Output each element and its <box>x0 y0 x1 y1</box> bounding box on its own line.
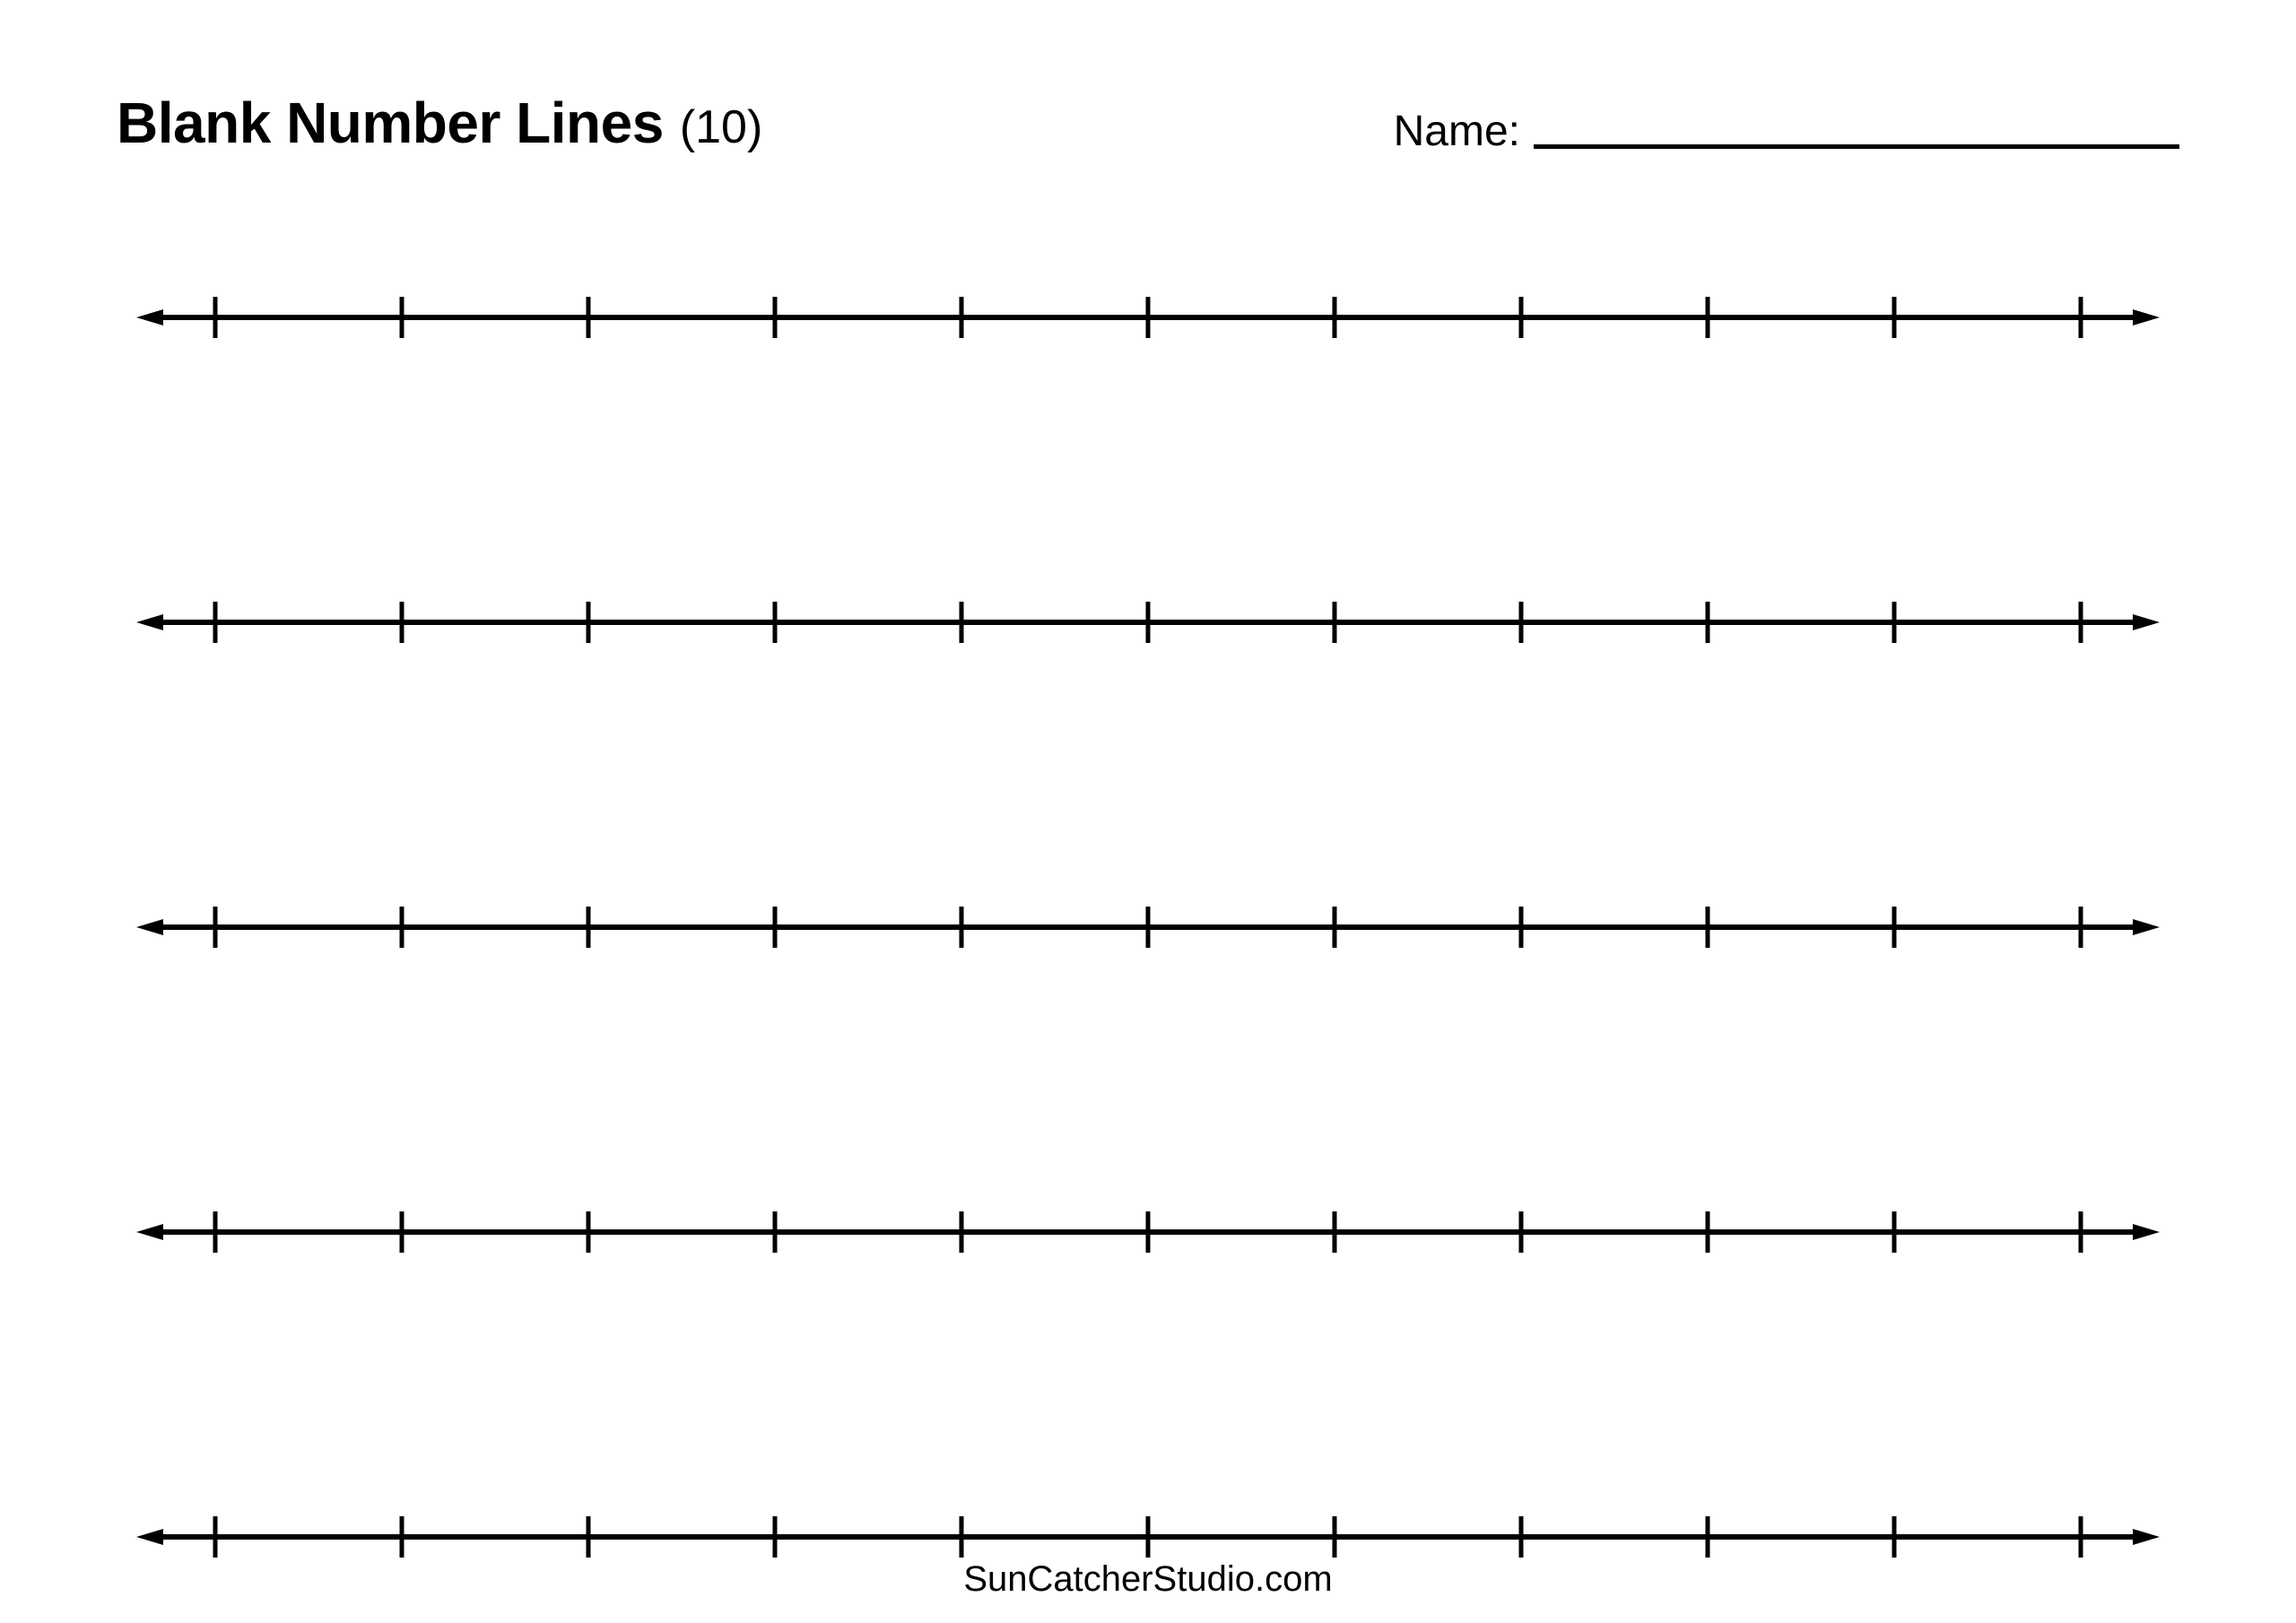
name-field-group: Name: <box>1394 107 2179 156</box>
arrow-left-icon <box>136 309 163 325</box>
arrow-left-icon <box>136 1529 163 1545</box>
name-label: Name: <box>1394 107 1520 156</box>
arrow-right-icon <box>2133 309 2160 325</box>
title-group: Blank Number Lines (10) <box>117 90 762 156</box>
arrow-right-icon <box>2133 614 2160 630</box>
arrow-right-icon <box>2133 1224 2160 1240</box>
arrow-left-icon <box>136 919 163 935</box>
name-blank-line[interactable] <box>1534 144 2179 149</box>
footer-attribution: SunCatcherStudio.com <box>0 1559 2296 1600</box>
arrow-right-icon <box>2133 1529 2160 1545</box>
arrow-left-icon <box>136 1224 163 1240</box>
number-lines-container <box>117 291 2179 1564</box>
worksheet-page: Blank Number Lines (10) Name: SunCatcher… <box>0 0 2296 1623</box>
number-line <box>117 900 2179 954</box>
arrow-left-icon <box>136 614 163 630</box>
number-line <box>117 595 2179 649</box>
number-line <box>117 1205 2179 1259</box>
header: Blank Number Lines (10) Name: <box>117 90 2179 156</box>
arrow-right-icon <box>2133 919 2160 935</box>
number-line <box>117 291 2179 344</box>
number-line <box>117 1510 2179 1564</box>
page-count: (10) <box>680 100 762 154</box>
page-title: Blank Number Lines <box>117 90 664 156</box>
